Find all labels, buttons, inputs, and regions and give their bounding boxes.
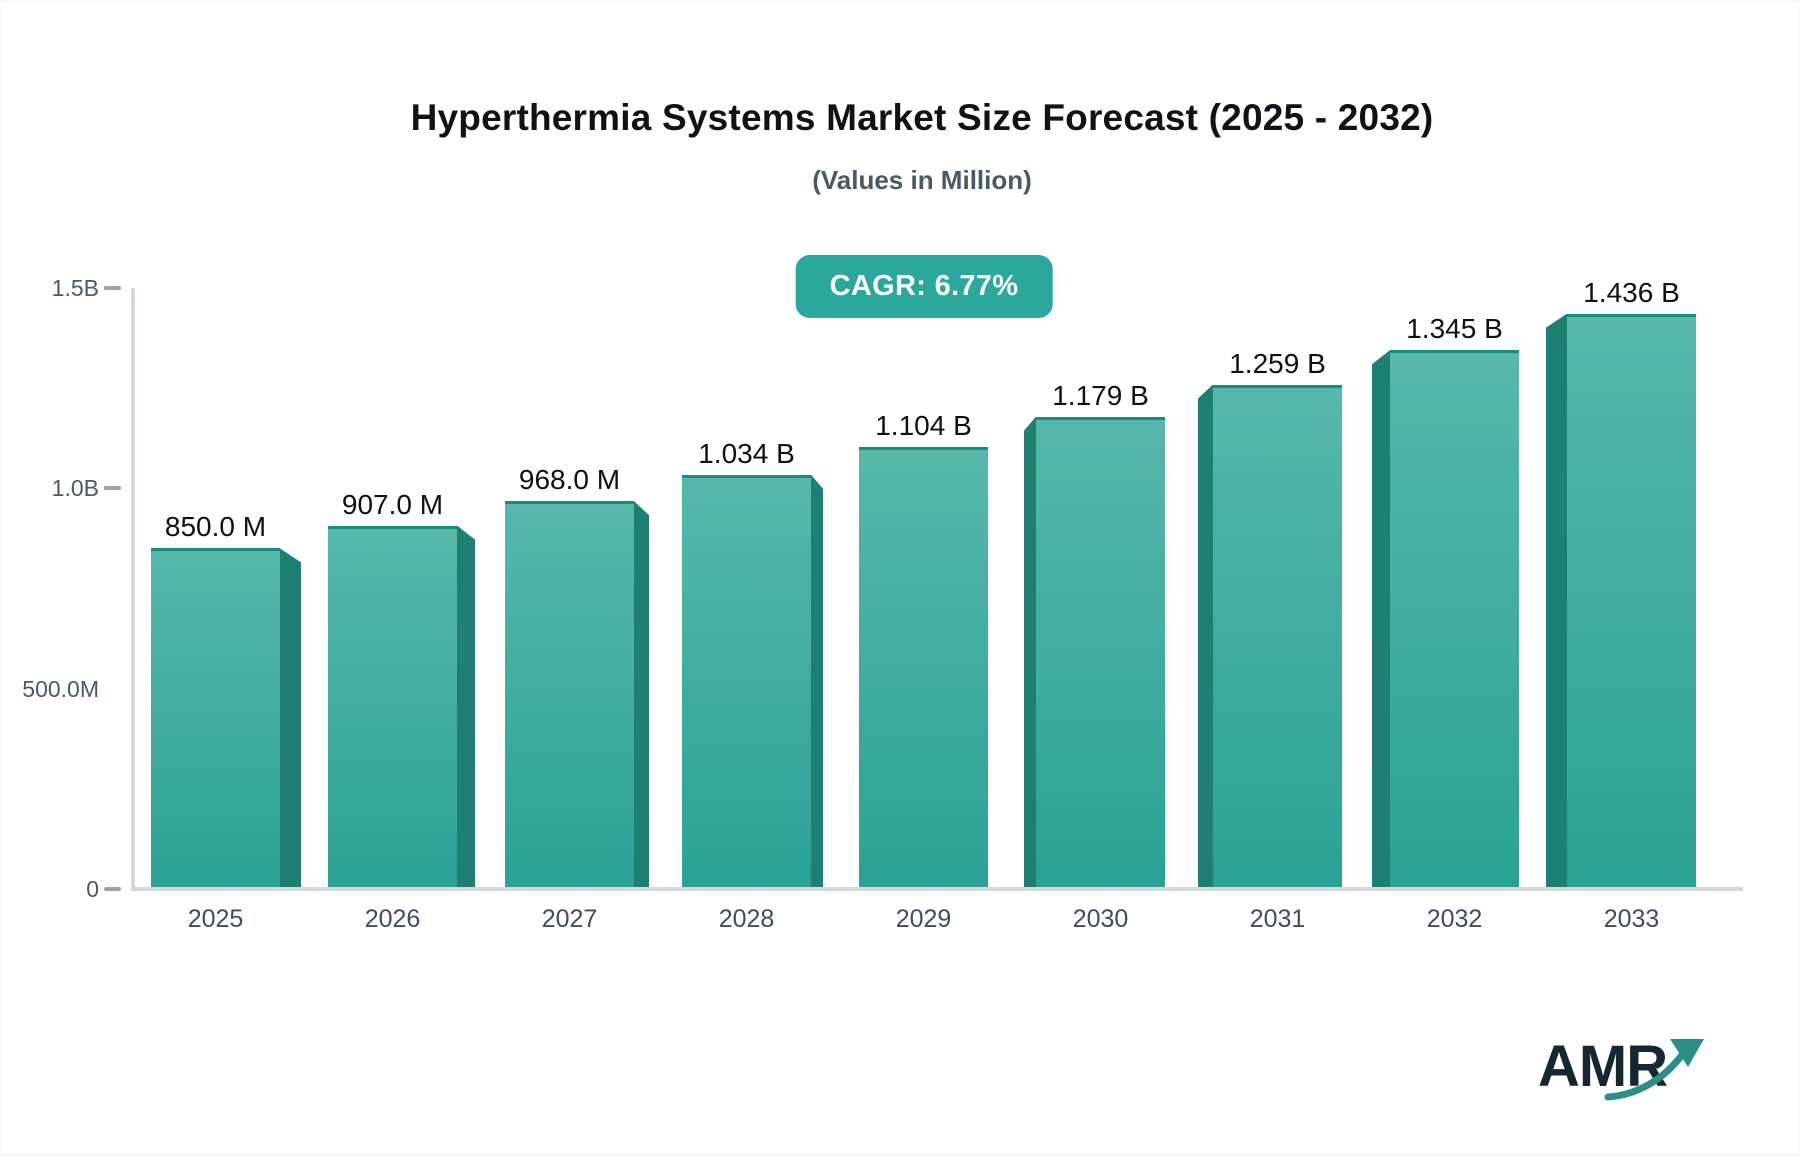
bar-side-2033 [1546,313,1567,889]
bar-2025 [151,548,280,889]
x-axis-line [131,887,1743,891]
growth-arrow-icon [1604,1039,1704,1101]
bar-value-label-2031: 1.259 B [1229,347,1326,379]
amr-logo: AMR [1538,1033,1718,1113]
chart-title: Hyperthermia Systems Market Size Forecas… [410,97,1434,138]
bar-side-2032 [1372,350,1390,889]
bar-side-2031 [1198,384,1213,889]
x-axis-label-2030: 2030 [1072,905,1129,933]
bar-2030 [1036,416,1165,889]
y-axis-tick-label: 1.0B [51,475,99,502]
bar-side-2030 [1024,416,1036,889]
bar-value-label-2029: 1.104 B [875,409,972,441]
bar-value-label-2025: 850.0 M [164,511,267,543]
bar-2033 [1567,313,1696,889]
bar-2031 [1213,384,1342,889]
x-axis-label-2027: 2027 [541,905,598,933]
x-axis-label-2025: 2025 [187,905,244,933]
bar-value-label-2026: 907.0 M [341,488,444,520]
bar-side-2025 [280,548,301,889]
x-axis-label-2026: 2026 [364,905,421,933]
bar-value-label-2030: 1.179 B [1052,379,1149,411]
x-axis-label-2028: 2028 [718,905,775,933]
y-axis-tick-label: 1.5B [51,275,99,301]
bar-value-label-2027: 968.0 M [518,464,621,496]
bar-side-2027 [634,501,649,889]
bar-value-label-2028: 1.034 B [698,437,795,469]
bar-value-label-2032: 1.345 B [1406,313,1503,345]
bar-side-2026 [457,525,475,889]
y-axis-tick-mark [104,486,121,491]
bar-2028 [682,474,811,889]
y-axis-tick-label: 500.0M [22,675,99,702]
x-axis-label-2033: 2033 [1603,905,1660,933]
y-axis-tick-label: 0 [86,876,99,902]
chart-subtitle: (Values in Million) [812,165,1032,195]
y-axis-line [131,288,135,891]
bar-2032 [1390,350,1519,889]
bar-2026 [328,525,457,889]
x-axis-label-2031: 2031 [1249,905,1306,933]
x-axis-label-2029: 2029 [895,905,952,933]
y-axis-tick-mark [104,887,121,891]
bar-2027 [505,501,634,889]
y-axis-tick-mark [104,286,121,290]
bar-value-label-2033: 1.436 B [1583,276,1680,308]
bar-side-2028 [811,474,823,889]
bar-chart: 0 500.0M 1.0B 1.5B 850.0 M 2025 907.0 M 2026 968… [2,3,1798,1153]
bar-2029 [859,446,988,889]
chart-card: Hyperthermia Systems Market Size Forecas… [2,3,1798,1153]
cagr-badge-label: CAGR: 6.77% [829,270,1019,302]
x-axis-label-2032: 2032 [1426,905,1483,933]
cagr-badge: CAGR: 6.77% [795,255,1053,318]
